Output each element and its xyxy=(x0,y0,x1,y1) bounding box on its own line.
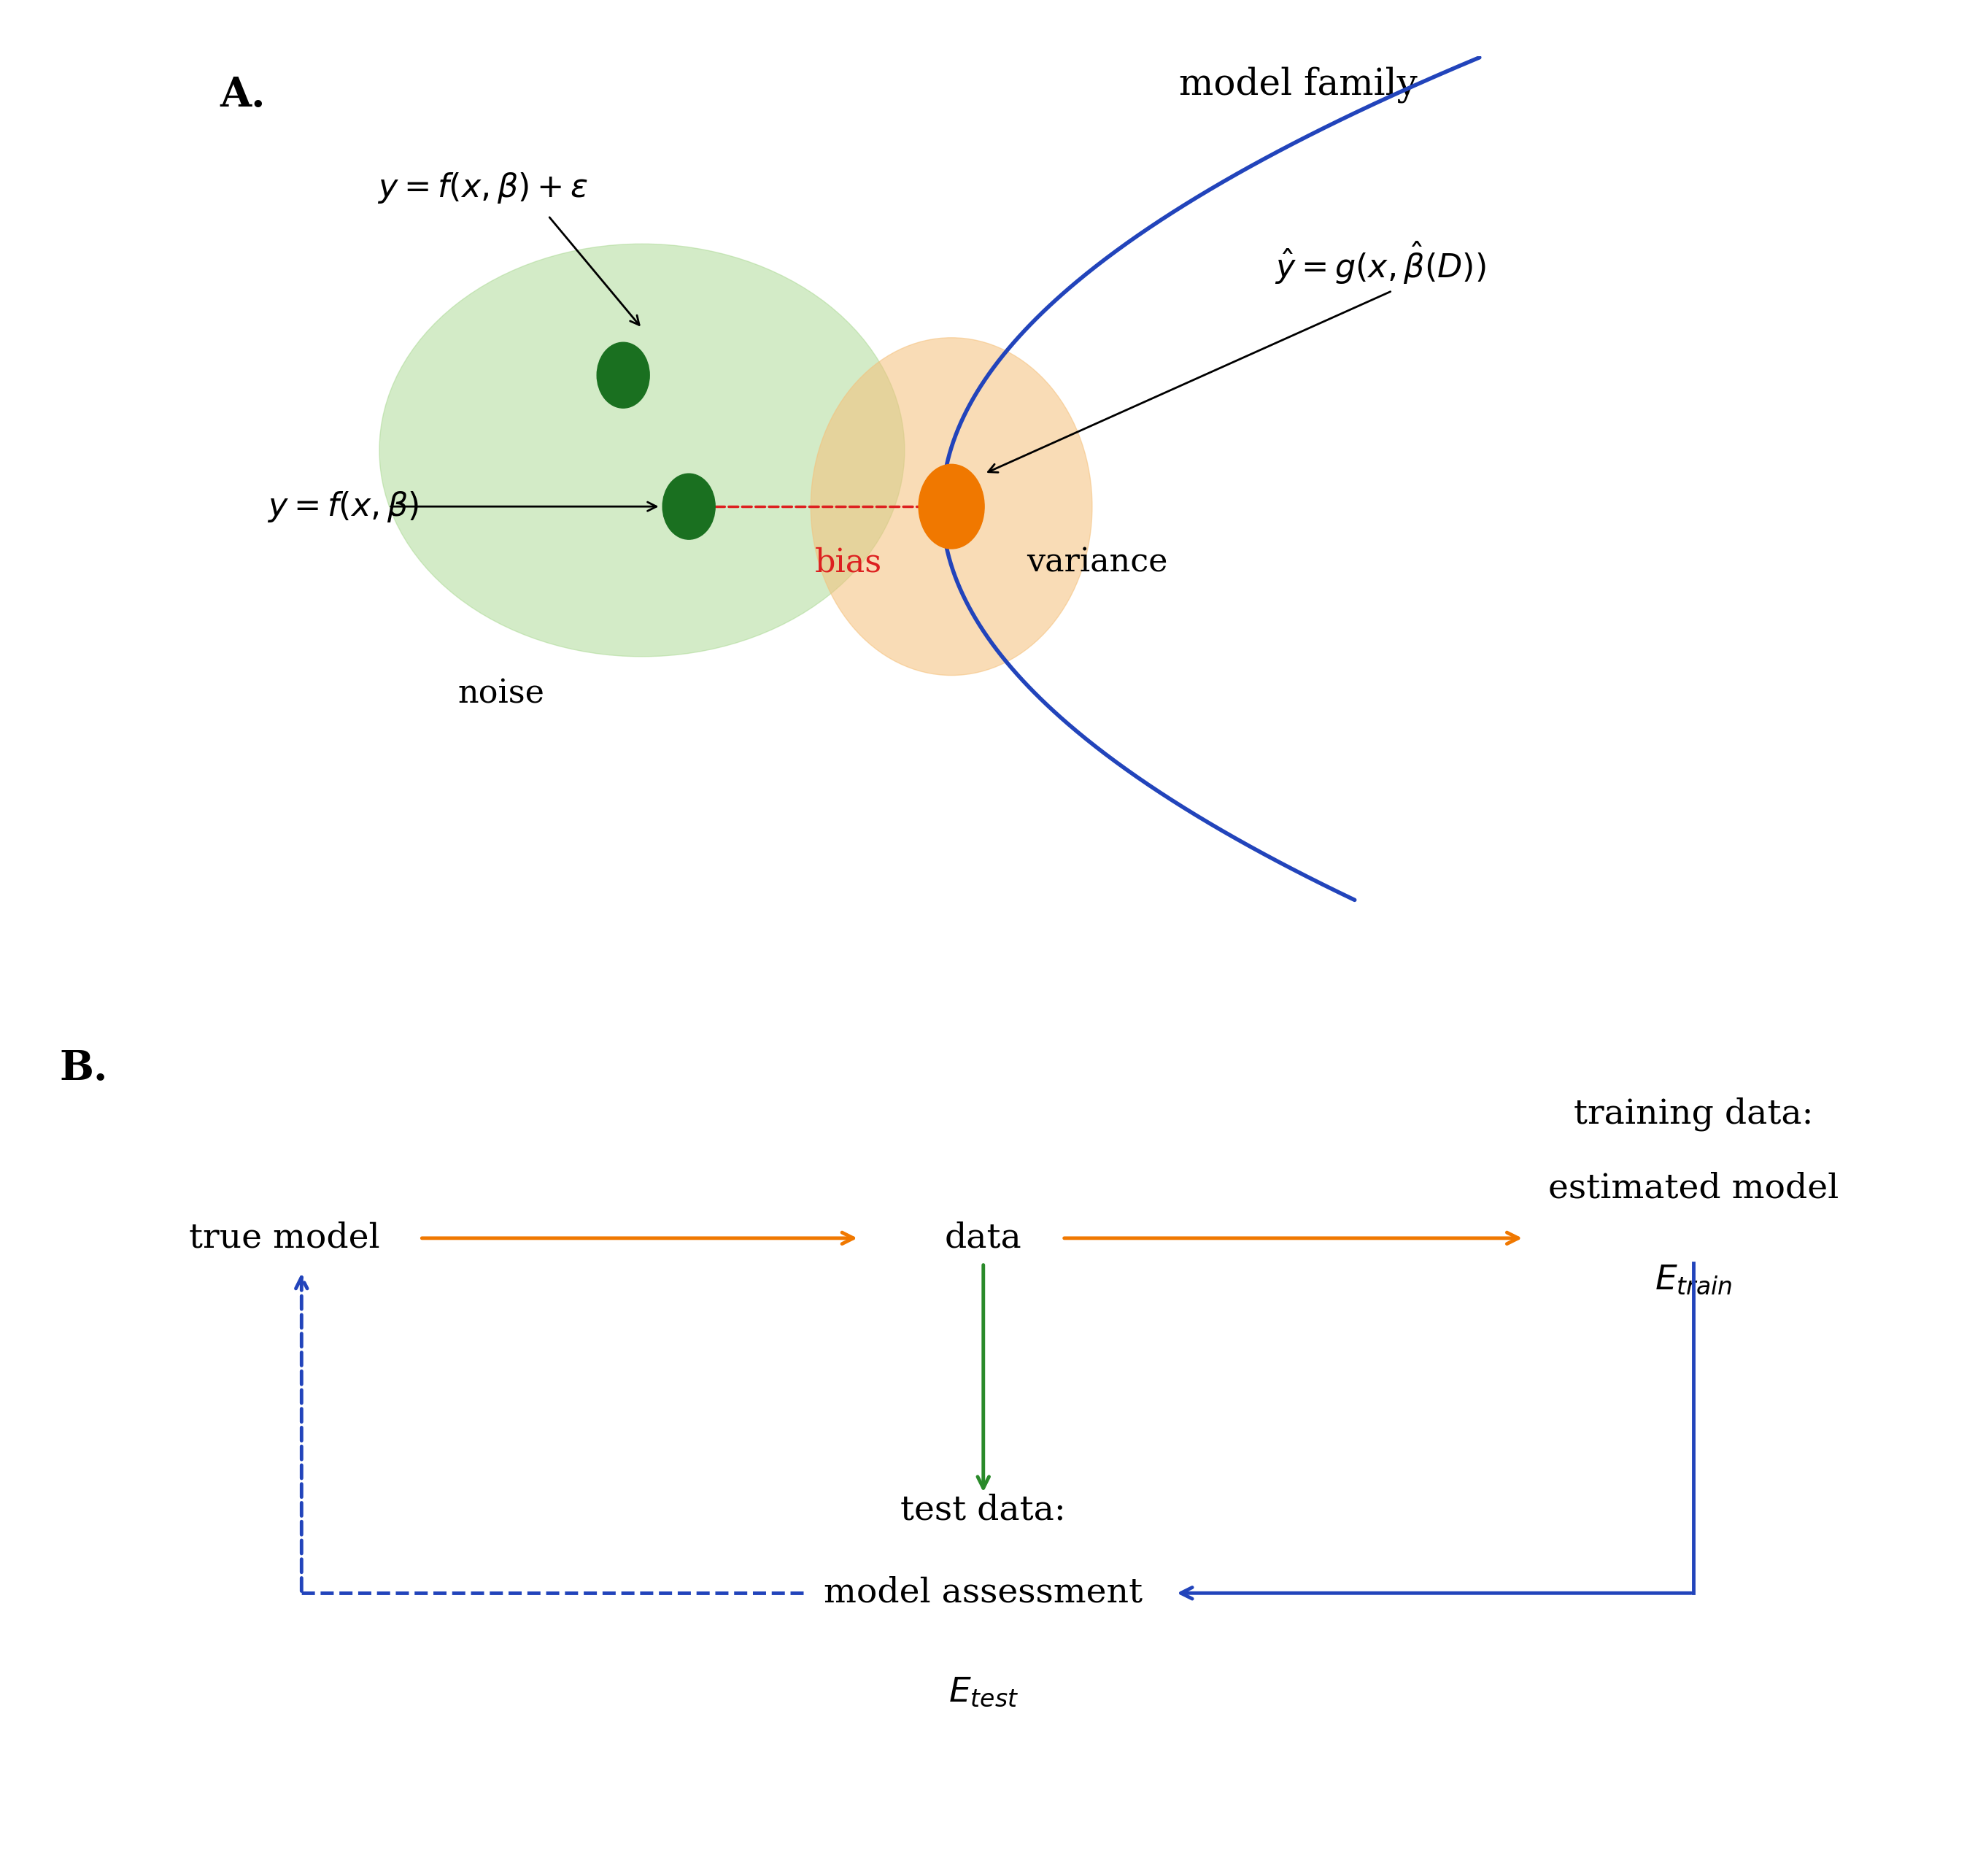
Text: model assessment: model assessment xyxy=(824,1576,1144,1610)
Text: test data:: test data: xyxy=(901,1493,1066,1527)
Text: estimated model: estimated model xyxy=(1548,1172,1839,1204)
Text: model family: model family xyxy=(1179,66,1418,103)
Ellipse shape xyxy=(918,463,984,550)
Text: B.: B. xyxy=(59,1049,109,1088)
Text: $E_{test}$: $E_{test}$ xyxy=(948,1675,1019,1709)
Text: A.: A. xyxy=(219,75,265,114)
Text: $y = f(x,\beta)$: $y = f(x,\beta)$ xyxy=(267,490,419,523)
Text: noise: noise xyxy=(458,679,545,709)
Text: $E_{train}$: $E_{train}$ xyxy=(1655,1263,1732,1296)
Ellipse shape xyxy=(596,341,650,407)
Text: variance: variance xyxy=(1027,548,1167,578)
Text: true model: true model xyxy=(190,1221,379,1255)
Text: training data:: training data: xyxy=(1574,1097,1813,1131)
Text: bias: bias xyxy=(816,548,883,578)
Ellipse shape xyxy=(379,244,905,657)
Ellipse shape xyxy=(812,338,1092,675)
Text: $\hat{y} = g(x,\hat{\beta}(D))$: $\hat{y} = g(x,\hat{\beta}(D))$ xyxy=(1274,240,1485,285)
Text: $y = f(x,\beta) + \epsilon$: $y = f(x,\beta) + \epsilon$ xyxy=(377,171,589,204)
Ellipse shape xyxy=(662,473,715,540)
Text: data: data xyxy=(944,1221,1021,1255)
